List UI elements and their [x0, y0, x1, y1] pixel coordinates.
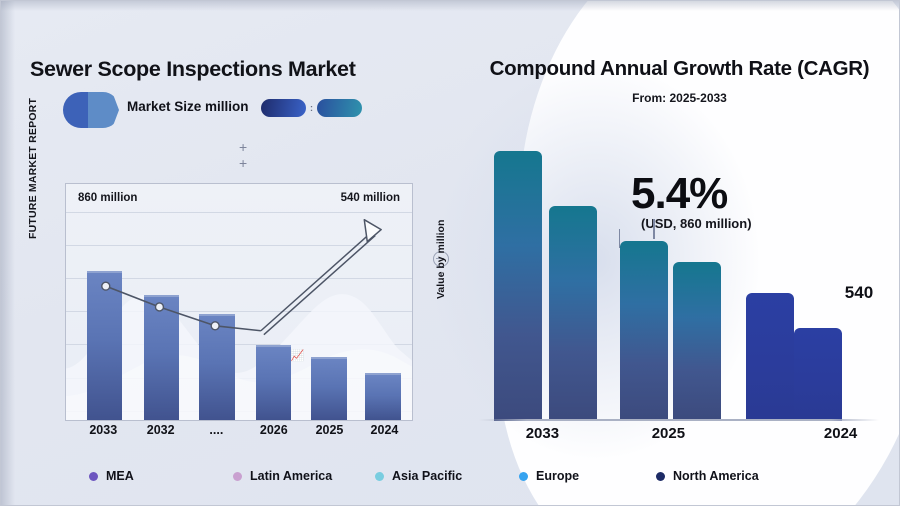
pill-icon-secondary — [317, 99, 362, 117]
xlabel-1: 2032 — [146, 423, 175, 437]
xlabel-4: 2025 — [315, 423, 344, 437]
rbar-2025-a — [620, 241, 669, 421]
edge-shadow-top — [1, 1, 899, 11]
brand-row: Market Size million : — [63, 91, 393, 129]
rxlabel-2: 2024 — [823, 425, 858, 442]
left-trend-line — [101, 218, 382, 336]
legend-dot-north-america — [656, 471, 665, 481]
brand-hexagon-icon — [63, 92, 119, 128]
rbar-2024-a — [746, 293, 795, 421]
legend-dot-latin-america — [233, 471, 242, 481]
xlabel-0: 2033 — [89, 423, 118, 437]
bar-2026 — [255, 344, 292, 420]
rxlabel-0: 2033 — [525, 425, 560, 442]
legend-item-asia-pacific[interactable]: Asia Pacific — [375, 469, 462, 483]
rbar-2033-b — [548, 206, 597, 421]
left-x-axis-labels: 2033 2032 .... 2026 2025 2024 — [65, 423, 413, 445]
rbar-2025-b — [672, 261, 721, 421]
legend-item-mea[interactable]: MEA — [89, 469, 134, 483]
edge-shadow-left — [1, 1, 15, 505]
bar-2032 — [143, 295, 180, 420]
market-size-label: Market Size million — [127, 99, 249, 114]
right-panel: Compound Annual Growth Rate (CAGR) From:… — [433, 1, 899, 505]
bar-2025 — [310, 356, 347, 420]
left-chart-title: Sewer Scope Inspections Market — [30, 57, 356, 81]
pill-icon-primary — [261, 99, 306, 117]
legend-label-north-america: North America — [673, 469, 759, 483]
xlabel-3: 2026 — [259, 423, 288, 437]
legend-item-north-america[interactable]: North America — [656, 469, 759, 483]
minus-circle-icon — [433, 251, 449, 267]
bar-dots — [199, 314, 235, 420]
rbar-2024-b — [793, 328, 842, 421]
right-bars-layer: 540 — [471, 131, 891, 421]
connector-notch-tick — [653, 219, 655, 239]
right-axis-line — [479, 419, 879, 421]
bar-2033 — [86, 270, 123, 420]
cagr-title: Compound Annual Growth Rate (CAGR) — [489, 57, 870, 80]
left-panel: Sewer Scope Inspections Market Market Si… — [1, 1, 451, 505]
legend-item-latin-america[interactable]: Latin America — [233, 469, 332, 483]
cagr-period: From: 2025-2033 — [632, 91, 727, 105]
chart-watermark-icon: 📈 — [290, 350, 305, 363]
cagr-usd-note: (USD, 860 million) — [641, 216, 752, 231]
legend-dot-mea — [89, 471, 98, 481]
legend-dot-europe — [519, 471, 528, 481]
legend-item-europe[interactable]: Europe — [519, 469, 579, 483]
xlabel-2: .... — [209, 423, 224, 437]
pill-group: : — [261, 99, 362, 117]
bar-2024 — [365, 373, 401, 420]
rxlabel-1: 2025 — [651, 425, 686, 442]
legend-dot-asia-pacific — [375, 471, 384, 481]
rbar-2033-a — [494, 151, 543, 421]
xlabel-5: 2024 — [370, 423, 399, 437]
right-x-axis-labels: 2033 2025 2024 — [471, 425, 891, 449]
cagr-percent-value: 5.4% — [631, 169, 728, 218]
chart-legend: MEA Latin America Asia Pacific Europe No… — [1, 463, 899, 493]
rbar-2024-value-label: 540 — [844, 283, 874, 302]
legend-label-asia-pacific: Asia Pacific — [392, 469, 463, 483]
left-caption-start: 860 million — [78, 192, 138, 204]
left-y-axis-label: FUTURE MARKET REPORT — [27, 97, 39, 239]
left-chart-plot-area: 860 million 540 million 🗎 📈 — [65, 183, 413, 421]
right-y-axis-label: Value by million — [435, 219, 447, 299]
plus-decoration: + + — [239, 139, 248, 171]
legend-label-europe: Europe — [536, 469, 580, 483]
legend-label-mea: MEA — [106, 469, 134, 483]
pill-separator: : — [310, 103, 313, 113]
left-caption-end: 540 million — [340, 192, 400, 204]
left-bars-layer — [66, 184, 412, 420]
legend-label-latin-america: Latin America — [250, 469, 333, 483]
